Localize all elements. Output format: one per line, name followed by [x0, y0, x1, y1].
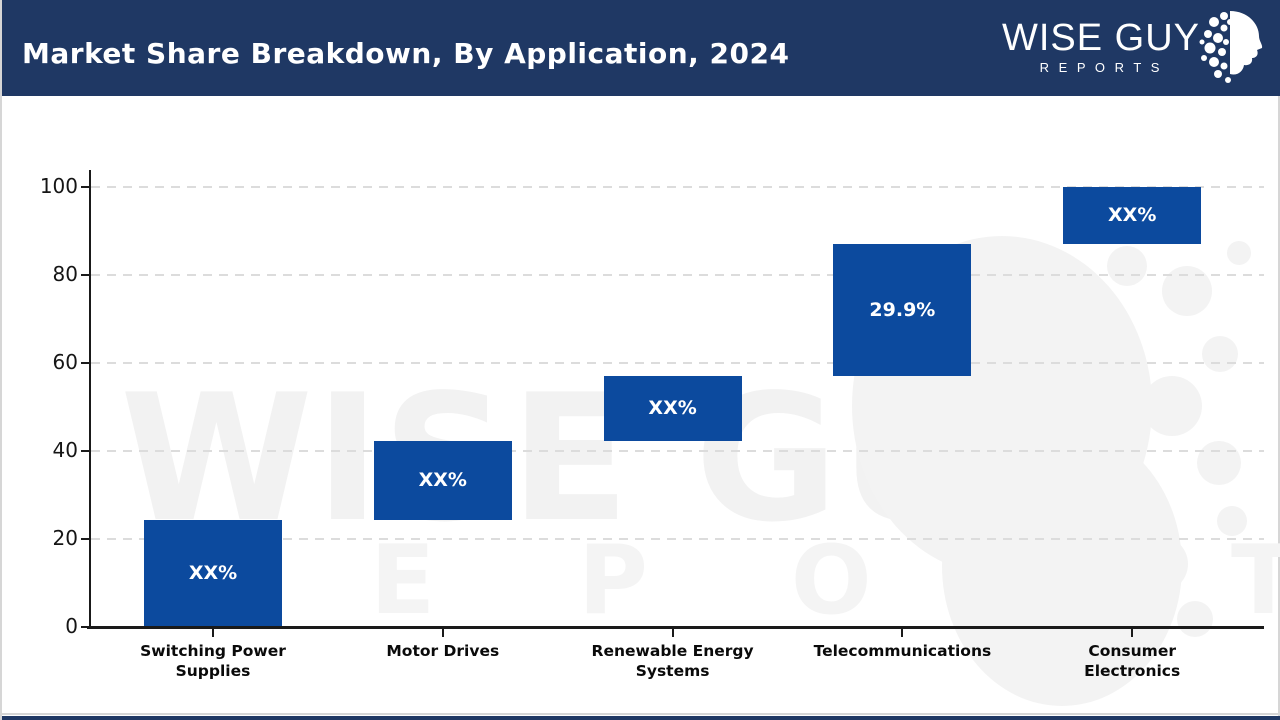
- title-banner: Market Share Breakdown, By Application, …: [2, 0, 1280, 96]
- x-axis-tick-mark: [1131, 629, 1134, 637]
- logo-subtext: R E P O R T S: [1039, 59, 1163, 75]
- bar-renewable-energy-systems: XX%: [603, 375, 742, 441]
- y-axis-tick-label: 100: [39, 173, 78, 198]
- bar-consumer-electronics: XX%: [1063, 186, 1202, 245]
- category-label-renewable-energy-systems: Renewable Energy Systems: [591, 642, 754, 681]
- category-label-motor-drives: Motor Drives: [386, 642, 500, 660]
- bar-value-label: XX%: [1108, 204, 1157, 227]
- y-axis-tick-mark: [81, 626, 89, 628]
- bottom-navy-strip: [2, 716, 1280, 720]
- gridline-y-80: [91, 273, 1264, 276]
- chart-panel: WISE GUY R E P O R T S 020406080100XX%Sw…: [2, 96, 1280, 714]
- category-label-consumer-electronics: Consumer Electronics: [1084, 642, 1181, 681]
- logo-head-icon: [1199, 11, 1263, 83]
- bottom-border-line: [2, 713, 1280, 715]
- y-axis-tick-mark: [81, 185, 89, 188]
- y-axis-line: [89, 170, 91, 629]
- bar-value-label: XX%: [188, 562, 238, 585]
- x-axis-tick-mark: [441, 629, 444, 637]
- x-axis-tick-mark: [901, 629, 904, 637]
- bar-value-label: 29.9%: [869, 299, 936, 322]
- y-axis-tick-mark: [81, 361, 89, 364]
- chart-title: Market Share Breakdown, By Application, …: [22, 36, 790, 70]
- y-axis-tick-mark: [81, 273, 89, 276]
- bar-value-label: XX%: [418, 469, 467, 492]
- bar-telecommunications: 29.9%: [833, 244, 972, 376]
- x-axis-tick-mark: [212, 629, 214, 637]
- y-axis-tick-mark: [81, 537, 89, 540]
- y-axis-tick-label: 60: [52, 349, 78, 374]
- gridline-y-40: [91, 449, 1264, 452]
- logo-text: WISE GUY R E P O R T S: [1001, 17, 1200, 75]
- gridline-y-20: [91, 537, 1264, 540]
- bar-switching-power-supplies: XX%: [144, 519, 282, 627]
- gridline-y-100: [91, 185, 1264, 188]
- y-axis-tick-label: 20: [52, 525, 78, 550]
- x-axis-line: [87, 626, 1264, 629]
- y-axis-tick-label: 40: [52, 437, 78, 462]
- category-label-telecommunications: Telecommunications: [813, 642, 992, 660]
- y-axis-tick-label: 80: [52, 261, 78, 286]
- y-axis-tick-label: 0: [65, 614, 78, 638]
- category-label-switching-power-supplies: Switching Power Supplies: [140, 642, 286, 681]
- bar-motor-drives: XX%: [373, 440, 512, 520]
- gridline-y-60: [91, 361, 1264, 364]
- bar-value-label: XX%: [648, 397, 697, 420]
- x-axis-tick-mark: [671, 629, 674, 637]
- logo-wordmark: WISE GUY: [1001, 17, 1200, 60]
- wiseguy-logo: WISE GUY R E P O R T S: [1002, 8, 1268, 86]
- y-axis-tick-mark: [81, 449, 89, 452]
